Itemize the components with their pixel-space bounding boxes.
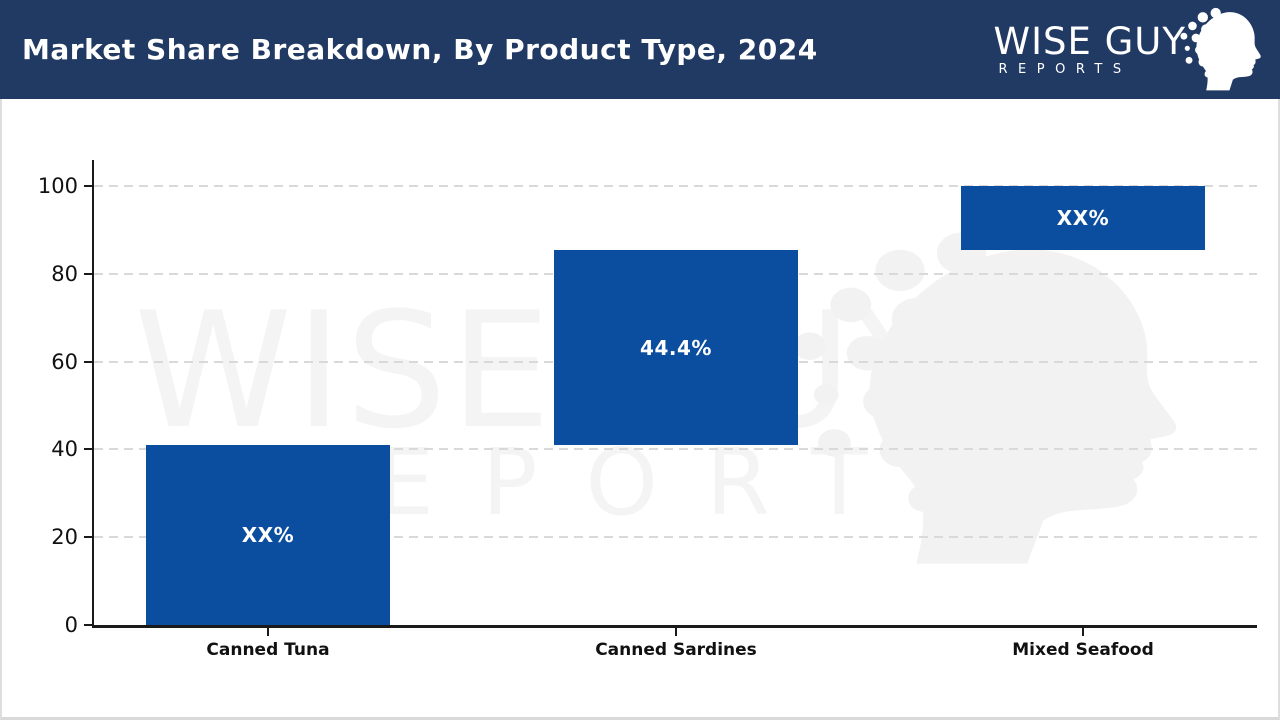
y-tick-mark	[84, 448, 92, 451]
x-tick-label: Mixed Seafood	[1012, 640, 1154, 660]
y-tick-mark	[84, 272, 92, 275]
y-tick-label: 0	[64, 613, 78, 637]
y-tick-mark	[84, 624, 92, 626]
bar-mixed-seafood: XX%	[961, 186, 1205, 251]
y-tick-mark	[84, 536, 92, 539]
watermark-wordmark: WISE GUY	[134, 277, 956, 464]
logo-text: WISE GUY REPORTS	[993, 19, 1186, 78]
gridline	[94, 185, 1257, 187]
x-tick-mark	[675, 628, 677, 636]
x-tick-mark	[1082, 628, 1084, 636]
dotted-head-logo-icon	[1180, 7, 1261, 91]
bar-value-label: XX%	[241, 523, 295, 547]
gridline	[94, 448, 1257, 451]
y-tick-label: 100	[37, 174, 78, 198]
bar-value-label: 44.4%	[640, 335, 712, 360]
bar-canned-tuna: XX%	[146, 445, 390, 625]
header-bar: Market Share Breakdown, By Product Type,…	[0, 0, 1280, 99]
plot-area: 0 20 40 60 80 100 XX% Canned Tuna 44.4% Canned Sa…	[38, 160, 1257, 660]
chart-canvas: WISE GUY REPORTS 0 20 40 60 80 100 XX% Canned T…	[0, 99, 1280, 720]
x-tick-label: Canned Sardines	[595, 640, 757, 660]
y-tick-mark	[84, 360, 92, 363]
y-tick-label: 20	[51, 525, 78, 550]
bar-canned-sardines: 44.4%	[554, 250, 798, 446]
gridline	[94, 536, 1257, 539]
page-title: Market Share Breakdown, By Product Type,…	[22, 33, 818, 66]
y-tick-label: 80	[51, 261, 78, 286]
wise-guy-reports-logo: WISE GUY REPORTS	[993, 7, 1266, 92]
y-tick-label: 60	[51, 349, 78, 374]
x-tick-label: Canned Tuna	[206, 640, 330, 660]
bar-value-label: XX%	[1056, 206, 1110, 231]
x-tick-mark	[267, 628, 269, 636]
logo-subtitle: REPORTS	[998, 62, 1132, 78]
logo-wordmark: WISE GUY	[993, 19, 1186, 63]
y-tick-label: 40	[51, 437, 78, 462]
y-tick-mark	[84, 185, 92, 187]
